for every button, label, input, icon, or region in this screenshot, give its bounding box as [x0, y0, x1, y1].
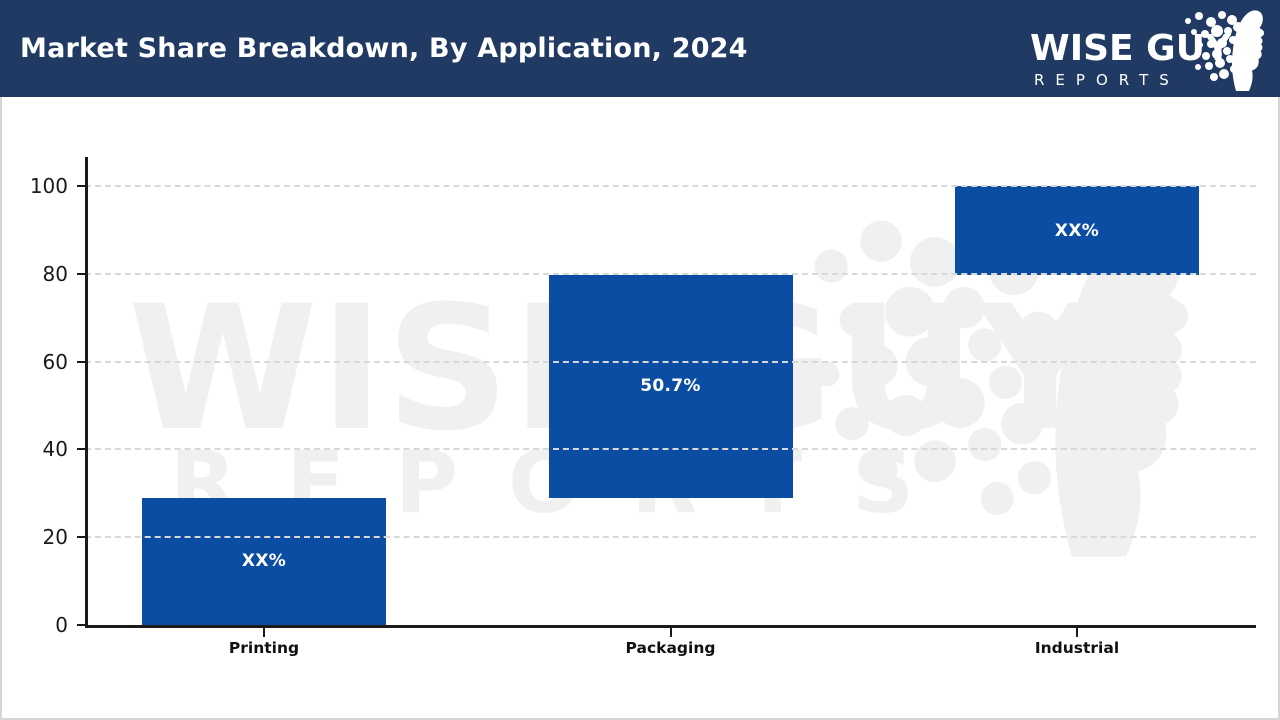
y-tick-mark: [77, 185, 86, 187]
page-title: Market Share Breakdown, By Application, …: [20, 33, 748, 64]
header-band: Market Share Breakdown, By Application, …: [0, 0, 1280, 97]
y-tick-label: 80: [42, 261, 68, 286]
bar-packaging: 50.7%: [548, 275, 793, 498]
y-axis-line: [85, 157, 88, 628]
bar-industrial: XX%: [955, 186, 1199, 276]
x-tick-mark: [1076, 628, 1078, 637]
logo-tagline-text: REPORTS: [1034, 71, 1180, 89]
y-tick-label: 0: [55, 613, 68, 637]
x-category-label: Industrial: [1034, 639, 1120, 657]
bar-printing: XX%: [142, 497, 386, 625]
gridline-y20: [85, 536, 1256, 539]
gridline-y80: [85, 272, 1256, 275]
y-tick-mark: [77, 360, 86, 363]
y-tick-mark: [77, 624, 86, 626]
gridline-y100: [85, 185, 1256, 187]
x-tick-mark: [669, 628, 672, 637]
bar-value-label: XX%: [241, 551, 287, 572]
bar-value-label: 50.7%: [640, 376, 701, 397]
y-tick-label: 100: [29, 174, 68, 198]
y-tick-label: 20: [42, 525, 68, 550]
y-tick-mark: [77, 448, 86, 451]
x-tick-mark: [263, 628, 265, 637]
y-tick-mark: [77, 272, 86, 275]
y-tick-mark: [77, 536, 86, 539]
x-axis-line: [85, 625, 1256, 628]
y-tick-label: 60: [42, 349, 68, 374]
logo-brand-text: WISE GUY: [1030, 28, 1232, 69]
gridline-y60: [85, 360, 1256, 363]
logo-face-dots-icon: [1185, 9, 1264, 91]
gridline-y40: [85, 448, 1256, 451]
bar-value-label: XX%: [1054, 220, 1100, 241]
x-category-label: Packaging: [625, 639, 716, 657]
wiseguy-logo: WISE GUY REPORTS: [1030, 9, 1264, 91]
y-tick-label: 40: [42, 437, 68, 462]
x-category-label: Printing: [228, 639, 300, 657]
